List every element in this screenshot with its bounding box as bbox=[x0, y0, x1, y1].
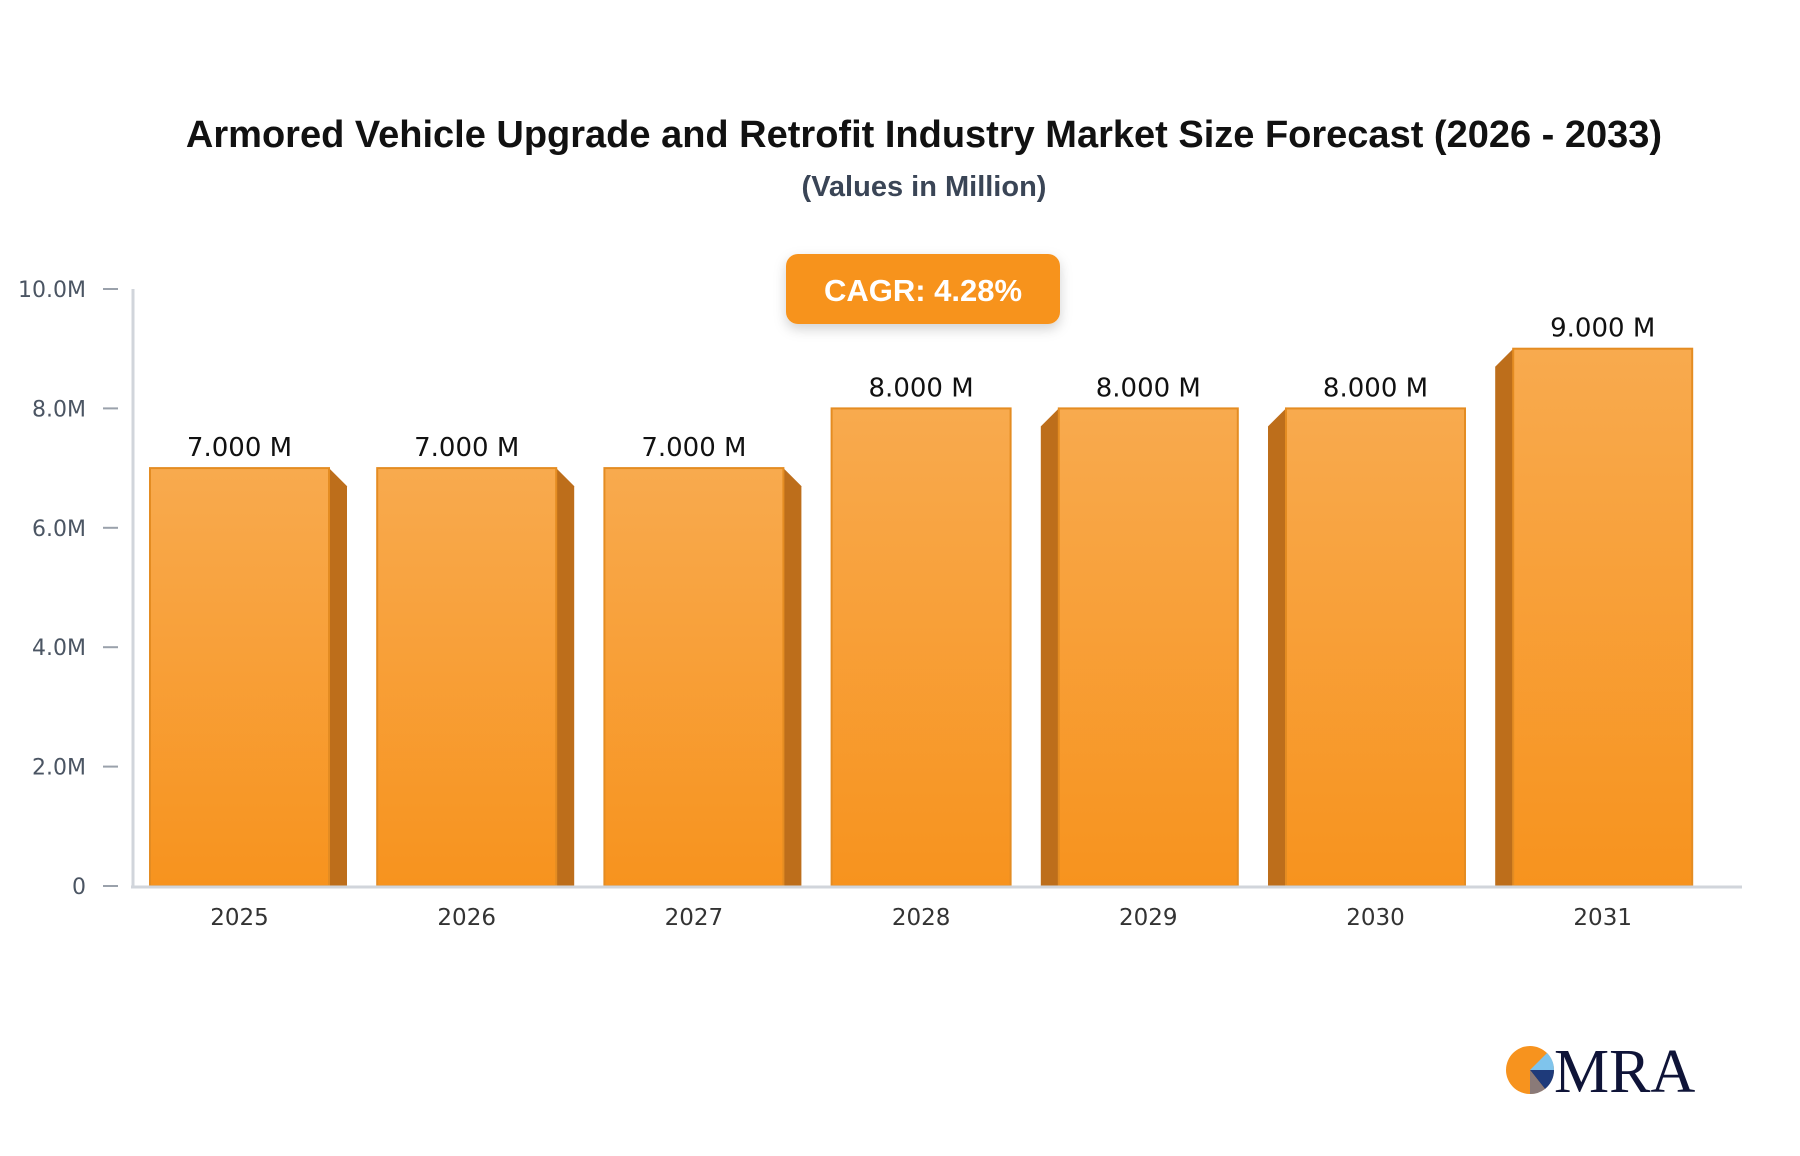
y-tick-label: 0 bbox=[72, 875, 86, 900]
bar bbox=[376, 467, 558, 887]
bar-group: 8.000 M bbox=[1040, 373, 1239, 887]
data-label: 7.000 M bbox=[187, 433, 292, 463]
x-axis: 2025 2026 2027 2028 2029 2030 2031 bbox=[131, 885, 1742, 931]
data-label: 8.000 M bbox=[1096, 373, 1201, 403]
bar-group: 9.000 M bbox=[1495, 314, 1694, 887]
bar-group: 8.000 M bbox=[1268, 373, 1466, 887]
data-label: 8.000 M bbox=[869, 373, 974, 403]
data-label: 7.000 M bbox=[641, 433, 746, 463]
bar bbox=[1285, 407, 1466, 887]
bar-side bbox=[556, 468, 575, 886]
bar-group: 7.000 M bbox=[376, 433, 575, 887]
x-tick-label: 2029 bbox=[1119, 905, 1178, 931]
mra-logo: MRA bbox=[1506, 1038, 1695, 1106]
chart-title: Armored Vehicle Upgrade and Retrofit Ind… bbox=[186, 114, 1662, 156]
x-tick-label: 2030 bbox=[1346, 905, 1405, 931]
y-tick-label: 2.0M bbox=[32, 756, 86, 781]
bar bbox=[149, 467, 330, 887]
cagr-label: CAGR: 4.28% bbox=[824, 273, 1022, 308]
bar bbox=[603, 467, 785, 887]
bar bbox=[1057, 407, 1239, 887]
bar bbox=[830, 407, 1012, 887]
bar-side bbox=[1268, 408, 1286, 886]
data-label: 9.000 M bbox=[1550, 314, 1655, 344]
x-tick-label: 2031 bbox=[1573, 905, 1632, 931]
cagr-badge: CAGR: 4.28% bbox=[786, 254, 1060, 324]
x-tick-label: 2025 bbox=[210, 905, 269, 931]
data-label: 8.000 M bbox=[1323, 373, 1428, 403]
y-tick-label: 10.0M bbox=[18, 278, 86, 303]
x-tick-label: 2027 bbox=[665, 905, 724, 931]
data-label: 7.000 M bbox=[414, 433, 519, 463]
bar-group: 8.000 M bbox=[830, 373, 1012, 887]
bar-side bbox=[783, 468, 802, 886]
y-axis: 0 2.0M 4.0M 6.0M 8.0M 10.0M bbox=[18, 278, 135, 900]
y-tick-label: 4.0M bbox=[32, 636, 86, 661]
bars: 7.000 M 7.000 M 7.000 M 8.000 M 8.000 M 8.000… bbox=[149, 314, 1694, 887]
bar-group: 7.000 M bbox=[149, 433, 347, 887]
y-tick-label: 6.0M bbox=[32, 517, 86, 542]
bar-side bbox=[329, 468, 347, 886]
bar bbox=[1512, 347, 1694, 887]
y-tick-label: 8.0M bbox=[32, 397, 86, 422]
x-tick-label: 2028 bbox=[892, 905, 951, 931]
logo-text: MRA bbox=[1554, 1038, 1695, 1106]
bar-side bbox=[1495, 348, 1514, 886]
chart-subtitle: (Values in Million) bbox=[802, 171, 1047, 203]
x-tick-label: 2026 bbox=[437, 905, 496, 931]
bar-group: 7.000 M bbox=[603, 433, 802, 887]
bar-side bbox=[1040, 408, 1059, 886]
